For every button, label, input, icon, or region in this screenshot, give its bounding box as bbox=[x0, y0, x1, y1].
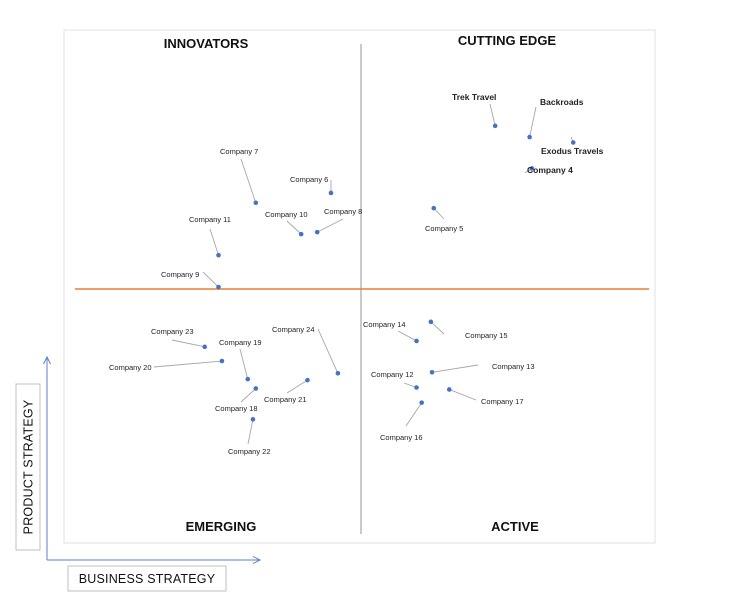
point-company-4 bbox=[529, 166, 535, 171]
point-label-company-17: Company 17 bbox=[481, 397, 524, 406]
point-label-company-4: Company 4 bbox=[527, 165, 573, 175]
x-axis-label-box bbox=[67, 565, 227, 592]
leader-line-company-7 bbox=[240, 158, 257, 203]
point-label-company-20: Company 20 bbox=[109, 363, 152, 372]
point-label-exodus-travels: Exodus Travels bbox=[541, 146, 604, 156]
leader-line-company-24 bbox=[317, 328, 339, 374]
point-company-16 bbox=[419, 400, 424, 405]
quadrant-title-innovators: INNOVATORS bbox=[164, 36, 249, 51]
point-company-5 bbox=[431, 205, 437, 211]
leader-line-company-22 bbox=[247, 419, 254, 445]
point-company-7 bbox=[253, 200, 259, 206]
point-company-23 bbox=[202, 344, 208, 350]
leader-line-company-17 bbox=[449, 389, 477, 401]
point-label-company-14: Company 14 bbox=[363, 320, 406, 329]
leader-lines bbox=[153, 103, 574, 445]
leader-line-company-10 bbox=[286, 220, 302, 235]
point-company-10 bbox=[298, 231, 304, 237]
leader-line-company-13 bbox=[431, 364, 479, 373]
leader-line-company-16 bbox=[405, 402, 423, 427]
point-trek-travel bbox=[492, 123, 498, 129]
point-label-company-21: Company 21 bbox=[264, 395, 307, 404]
x-axis-arrowhead bbox=[252, 556, 262, 564]
point-company-20 bbox=[219, 358, 225, 364]
point-label-company-23: Company 23 bbox=[151, 327, 194, 336]
leader-line-company-11 bbox=[209, 228, 219, 256]
point-label-company-13: Company 13 bbox=[492, 362, 535, 371]
point-label-company-5: Company 5 bbox=[425, 224, 463, 233]
point-company-9 bbox=[216, 284, 221, 290]
point-company-15 bbox=[428, 319, 434, 325]
leader-line-company-14 bbox=[397, 330, 417, 342]
point-label-company-19: Company 19 bbox=[219, 338, 262, 347]
point-label-company-24: Company 24 bbox=[272, 325, 315, 334]
point-exodus-travels bbox=[570, 140, 576, 145]
point-label-company-6: Company 6 bbox=[290, 175, 328, 184]
point-company-11 bbox=[216, 252, 221, 258]
leader-line-backroads bbox=[529, 106, 537, 138]
leader-line-trek-travel bbox=[489, 103, 496, 126]
point-company-21 bbox=[305, 377, 310, 383]
point-company-6 bbox=[328, 190, 334, 196]
leader-line-company-5 bbox=[433, 207, 445, 220]
quadrant-title-cutting-edge: CUTTING EDGE bbox=[458, 33, 557, 48]
y-axis-label-box bbox=[15, 383, 41, 551]
point-label-company-15: Company 15 bbox=[465, 331, 508, 340]
leader-line-company-18 bbox=[240, 388, 257, 403]
point-company-19 bbox=[245, 376, 251, 382]
leader-line-company-23 bbox=[171, 339, 205, 348]
point-label-company-8: Company 8 bbox=[324, 207, 362, 216]
point-label-company-12: Company 12 bbox=[371, 370, 414, 379]
point-company-18 bbox=[253, 386, 259, 391]
axis-arrows bbox=[43, 355, 262, 564]
point-company-8 bbox=[314, 229, 320, 235]
point-company-17 bbox=[446, 387, 452, 392]
leader-line-company-8 bbox=[317, 218, 344, 233]
plot-frame bbox=[63, 29, 656, 544]
quadrant-title-emerging: EMERGING bbox=[186, 519, 257, 534]
point-label-company-18: Company 18 bbox=[215, 404, 258, 413]
x-axis-label: BUSINESS STRATEGY bbox=[79, 572, 216, 586]
point-label-company-22: Company 22 bbox=[228, 447, 271, 456]
point-label-trek-travel: Trek Travel bbox=[452, 92, 496, 102]
y-axis-label: PRODUCT STRATEGY bbox=[22, 399, 36, 534]
leader-line-company-15 bbox=[430, 321, 445, 335]
data-points bbox=[202, 123, 576, 422]
point-company-24 bbox=[335, 370, 341, 376]
point-company-14 bbox=[414, 338, 419, 344]
leader-line-company-21 bbox=[286, 379, 308, 394]
point-company-13 bbox=[429, 370, 435, 375]
point-company-12 bbox=[414, 385, 419, 390]
y-axis-arrowhead bbox=[43, 355, 51, 365]
point-label-company-11: Company 11 bbox=[189, 215, 231, 224]
quadrant-title-active: ACTIVE bbox=[491, 519, 539, 534]
point-label-company-9: Company 9 bbox=[161, 270, 199, 279]
point-company-22 bbox=[250, 417, 256, 422]
point-label-company-7: Company 7 bbox=[220, 147, 258, 156]
point-label-backroads: Backroads bbox=[540, 97, 584, 107]
leader-line-company-9 bbox=[202, 271, 219, 288]
leader-line-company-20 bbox=[153, 360, 222, 368]
point-backroads bbox=[527, 134, 532, 140]
point-label-company-10: Company 10 bbox=[265, 210, 308, 219]
point-labels: Trek Travel Backroads Exodus Travels Compan… bbox=[109, 92, 604, 456]
leader-line-company-19 bbox=[239, 348, 249, 380]
point-label-company-16: Company 16 bbox=[380, 433, 423, 442]
